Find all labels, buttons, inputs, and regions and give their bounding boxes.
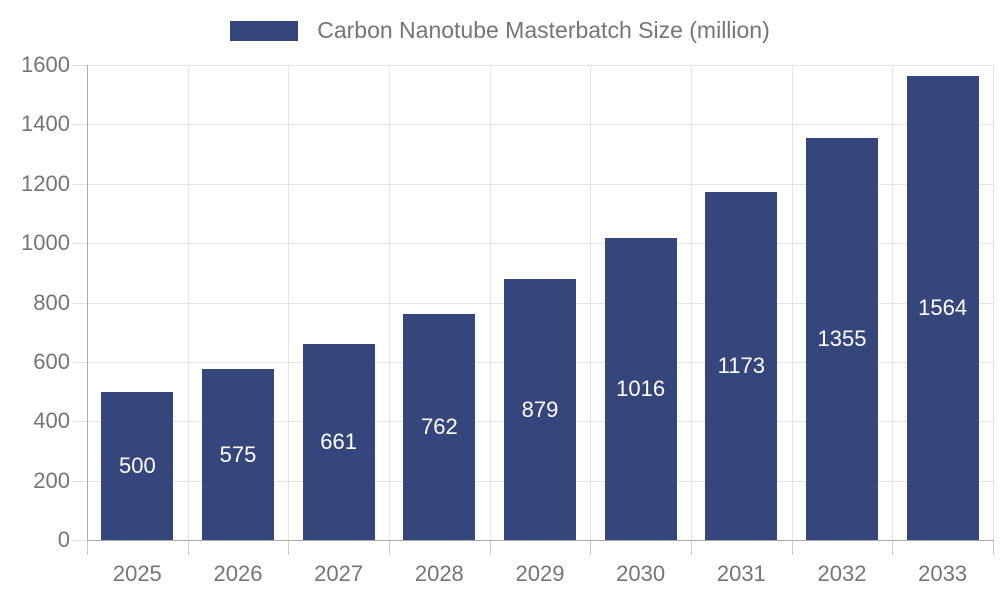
bar-value-label: 1016: [616, 376, 666, 402]
bar-value-label: 1173: [717, 352, 765, 378]
plot-area: 500 575 661 762 879 1016 1173 1355 1564: [87, 65, 994, 540]
y-gridline: [87, 243, 993, 245]
y-axis-tick-label: 1000: [21, 230, 70, 256]
bar-value-label: 575: [219, 441, 257, 467]
bar-value-label: 762: [420, 413, 458, 439]
bar[interactable]: [906, 75, 979, 540]
y-axis-tick: [72, 421, 87, 423]
x-axis-tick-label: 2033: [918, 561, 968, 586]
y-axis-tick: [72, 124, 87, 126]
x-axis-tick: [489, 541, 491, 555]
x-axis-tick: [288, 541, 290, 555]
x-gridline: [892, 65, 894, 540]
x-axis-tick: [691, 541, 692, 555]
x-axis-tick: [187, 541, 189, 555]
x-gridline: [288, 65, 290, 540]
y-axis-tick: [72, 183, 87, 185]
x-axis-tick: [791, 541, 793, 555]
legend-label: Carbon Nanotube Masterbatch Size (millio…: [317, 17, 770, 43]
bar[interactable]: [806, 137, 878, 540]
bar-value-label: 661: [320, 428, 358, 454]
y-axis-tick-label: 1200: [21, 170, 70, 196]
x-gridline: [489, 65, 491, 540]
bar-value-label: 1355: [817, 325, 867, 351]
x-gridline: [691, 65, 692, 540]
bar[interactable]: [202, 369, 274, 540]
x-axis-line: [87, 540, 994, 541]
y-gridline: [87, 124, 993, 126]
y-axis-tick-label: 400: [33, 408, 70, 434]
y-axis-tick-label: 200: [33, 467, 70, 493]
x-axis-tick: [389, 541, 390, 555]
x-gridline: [187, 65, 189, 540]
x-gridline: [791, 65, 793, 540]
y-axis-tick: [72, 65, 87, 66]
x-axis-tick-label: 2028: [414, 561, 464, 586]
y-axis-tick: [72, 361, 87, 363]
bar[interactable]: [101, 391, 174, 540]
y-gridline: [87, 65, 993, 66]
bar[interactable]: [302, 343, 375, 540]
x-gridline: [993, 65, 994, 540]
x-axis-tick: [590, 541, 592, 555]
y-axis-tick-label: 800: [33, 289, 70, 315]
y-axis-tick-label: 600: [33, 348, 70, 374]
x-gridline: [590, 65, 592, 540]
y-axis-line: [87, 65, 88, 540]
bar[interactable]: [705, 191, 778, 540]
x-axis-tick: [993, 541, 994, 555]
bar[interactable]: [604, 238, 677, 540]
y-axis-tick: [72, 540, 87, 541]
bar-value-label: 879: [521, 396, 559, 422]
legend-swatch: [230, 20, 299, 41]
x-gridline: [389, 65, 390, 540]
x-axis-tick-label: 2027: [314, 561, 364, 586]
y-axis-tick-label: 0: [57, 527, 70, 552]
y-axis-tick: [72, 480, 87, 482]
x-axis-tick-label: 2031: [716, 561, 766, 586]
x-axis-tick-label: 2030: [616, 561, 666, 586]
y-axis-tick-label: 1600: [21, 52, 70, 77]
bar-value-label: 1564: [918, 294, 968, 320]
x-axis-tick: [87, 541, 88, 555]
y-axis-tick: [72, 302, 87, 304]
bar-value-label: 500: [118, 452, 156, 478]
x-axis-tick-label: 2029: [515, 561, 565, 586]
y-axis-tick: [72, 243, 87, 245]
y-gridline: [87, 183, 993, 185]
x-axis-tick-label: 2032: [817, 561, 867, 586]
x-axis-tick: [892, 541, 894, 555]
bar[interactable]: [504, 279, 576, 540]
x-axis-tick-label: 2026: [213, 561, 263, 586]
x-axis-tick-label: 2025: [112, 561, 162, 586]
chart-legend[interactable]: Carbon Nanotube Masterbatch Size (millio…: [0, 17, 1000, 44]
bar[interactable]: [403, 313, 476, 540]
y-axis-tick-label: 1400: [21, 111, 70, 137]
